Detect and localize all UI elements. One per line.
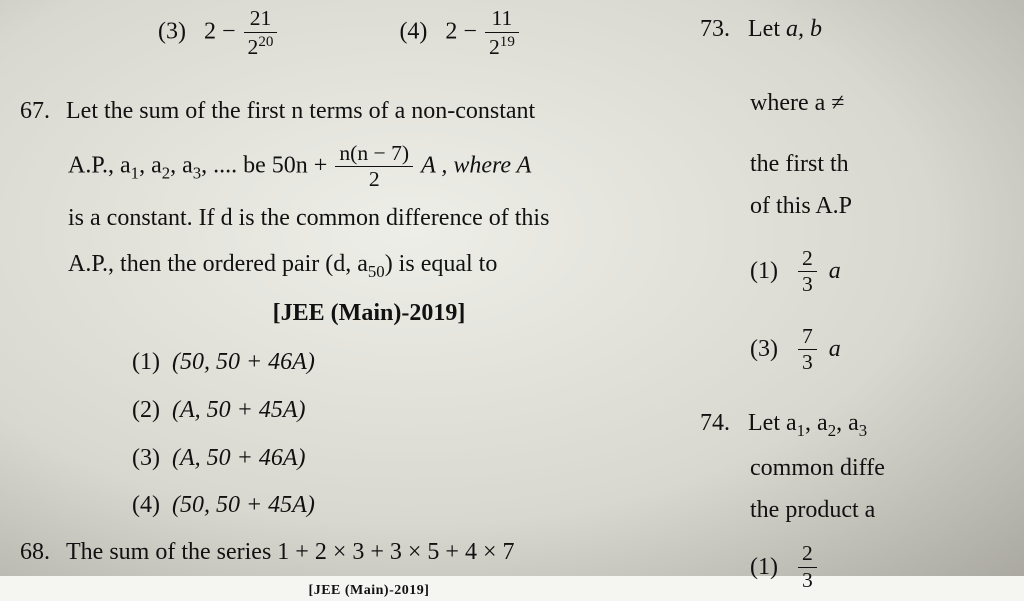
q67-a1-text: (50, 50 + 46A) [172,349,315,375]
opt3-den: 220 [244,33,278,59]
q67-answer-list: (1) (50, 50 + 46A) (2) (A, 50 + 45A) (3)… [132,340,670,528]
footer-source: [JEE (Main)-2019] [68,574,670,601]
right-opt3-num: 7 [798,326,817,351]
right-opt3-frac: 7 3 [798,326,817,374]
q67-source: [JEE (Main)-2019] [68,294,670,332]
q73-vars: a, b [786,16,822,42]
q67-ans-2: (2) (A, 50 + 45A) [132,388,670,434]
right-line-a: where a ≠ [750,84,1014,122]
q74-pre: Let a [748,410,797,436]
opt4-num: 11 [485,8,519,33]
opt3-num: 21 [244,8,278,33]
right-opt1-num: 2 [798,248,817,273]
q67-l2-s2: 2 [162,163,170,182]
question-67: 67. Let the sum of the first n terms of … [68,92,670,528]
q67-ans-3: (3) (A, 50 + 46A) [132,436,670,482]
q67-a3-text: (A, 50 + 46A) [172,445,306,471]
q67-fraction: n(n − 7) 2 [335,143,413,191]
q67-l2-s1: 1 [131,163,139,182]
page-root: (3) 2 − 21 220 (4) 2 − 11 219 [0,0,1024,576]
right-opt3-den: 3 [798,350,817,374]
right-opt-1: (1) 2 3 a [750,248,1014,296]
opt3-den-base: 2 [248,35,259,59]
opt3-label: (3) [158,19,186,45]
q67-l2-m2: , a [170,152,193,178]
opt4-den: 219 [485,33,519,59]
right-opt1-tail: a [829,258,841,285]
q67-a3-label: (3) [132,445,160,471]
q67-a2-label: (2) [132,397,160,423]
q74-line1: Let a1, a2, a3 [748,410,867,436]
q74-number: 74. [700,410,730,436]
footer-text: [JEE (Main)-2019] [309,583,430,598]
left-column: (3) 2 − 21 220 (4) 2 − 11 219 [0,8,680,576]
q74-line2: common diffe [750,449,1014,487]
right-opt1-label: (1) [750,258,786,285]
q67-l2-m1: , a [139,152,162,178]
q68-right-opt1: (1) 2 3 [750,543,1014,591]
right-opt3-label: (3) [750,336,786,363]
q67-l2-m3: , .... be 50n + [201,152,333,178]
q68-opt1-frac: 2 3 [798,543,817,591]
q68-text: The sum of the series 1 + 2 × 3 + 3 × 5 … [66,539,515,566]
q74-m1: , a [805,410,828,436]
q68-opt1-num: 2 [798,543,817,568]
right-opt3-tail: a [829,336,841,363]
question-68: 68. The sum of the series 1 + 2 × 3 + 3 … [68,539,670,566]
option-4: (4) 2 − 11 219 [399,8,520,58]
opt4-lead: 2 − [445,19,483,45]
q67-frac-den: 2 [335,167,413,191]
q67-l4-sub: 50 [368,262,385,281]
q67-line1: Let the sum of the first n terms of a no… [66,92,535,130]
q73-text-a: Let [748,16,786,42]
opt4-den-exp: 19 [500,34,515,50]
q74-s2: 2 [828,421,836,440]
q73-number: 73. [700,16,730,42]
q74-m2: , a [836,410,859,436]
opt3-den-exp: 20 [258,34,273,50]
q67-a1-label: (1) [132,349,160,375]
opt4-fraction: 11 219 [485,8,519,58]
right-line-c: of this A.P [750,187,1014,225]
right-opt1-den: 3 [798,272,817,296]
right-opt-3: (3) 7 3 a [750,326,1014,374]
opt4-label: (4) [399,19,427,45]
q74-s3: 3 [859,421,867,440]
q67-ans-1: (1) (50, 50 + 46A) [132,340,670,386]
right-line-b: the first th [750,145,1014,183]
q68-number: 68. [14,539,50,566]
opt4-den-base: 2 [489,35,500,59]
q67-l4-post: ) is equal to [385,251,498,277]
opt3-fraction: 21 220 [244,8,278,58]
q67-frac-num: n(n − 7) [335,143,413,168]
q67-a2-text: (A, 50 + 45A) [172,397,306,423]
q67-line4: A.P., then the ordered pair (d, a50) is … [68,245,670,286]
question-74: 74. Let a1, a2, a3 [700,404,1014,445]
question-73: 73. Let a, b [700,10,1014,48]
q67-a4-text: (50, 50 + 45A) [172,492,315,518]
right-opt1-frac: 2 3 [798,248,817,296]
q74-s1: 1 [797,421,805,440]
q67-a4-label: (4) [132,492,160,518]
q67-line2: A.P., a1, a2, a3, .... be 50n + n(n − 7)… [68,143,670,191]
q68-opt1-label: (1) [750,554,786,581]
q67-number: 67. [14,92,50,130]
q67-l2-s3: 3 [193,163,201,182]
q67-line3: is a constant. If d is the common differ… [68,199,670,237]
opt3-lead: 2 − [204,19,242,45]
top-options: (3) 2 − 21 220 (4) 2 − 11 219 [158,8,670,58]
q67-l2-post: A , where A [421,152,531,178]
q67-l2-pre: A.P., a [68,152,131,178]
q74-line3: the product a [750,491,1014,529]
option-3: (3) 2 − 21 220 [158,8,279,58]
q68-opt1-den: 3 [798,568,817,592]
q67-l4-pre: A.P., then the ordered pair (d, a [68,251,368,277]
q67-ans-4: (4) (50, 50 + 45A) [132,483,670,529]
right-column: 73. Let a, b where a ≠ the first th of t… [680,8,1024,576]
